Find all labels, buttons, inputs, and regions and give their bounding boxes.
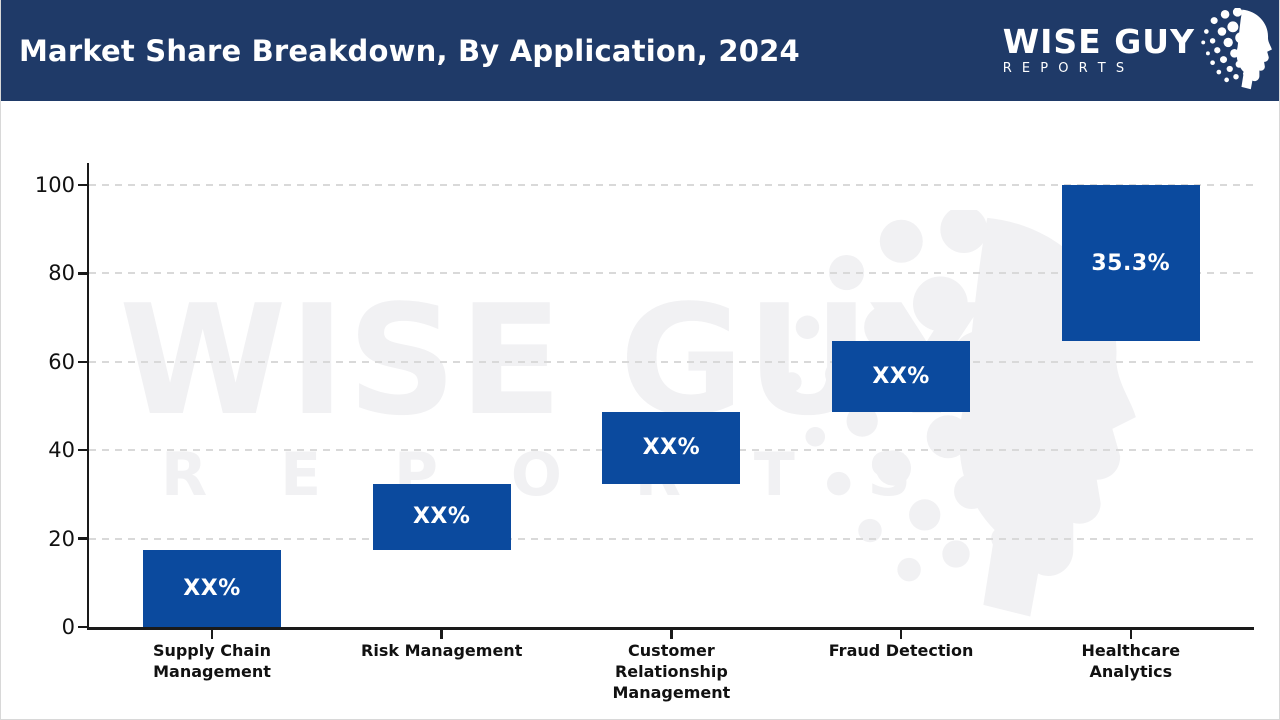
brand-subtitle: R E P O R T S: [1002, 61, 1128, 77]
x-category-label-healthcare-analytics: Healthcare Analytics: [1081, 641, 1181, 681]
y-tick-label-80: 80: [48, 261, 75, 286]
header-bar: Market Share Breakdown, By Application, …: [1, 0, 1279, 101]
x-category-label-fraud-detection: Fraud Detection: [828, 641, 974, 660]
y-tick-label-20: 20: [48, 526, 75, 551]
y-tick-label-100: 100: [34, 173, 75, 197]
bar-value-label-healthcare-analytics: 35.3%: [1091, 250, 1171, 276]
brand-text: WISE GUY R E P O R T S: [1002, 21, 1195, 77]
x-tick-fraud-detection: [899, 629, 903, 639]
x-tick-healthcare-analytics: [1129, 629, 1133, 639]
bar-customer-relationship-management: XX%: [602, 412, 741, 484]
bar-healthcare-analytics: 35.3%: [1061, 185, 1200, 342]
page-title: Market Share Breakdown, By Application, …: [19, 33, 800, 68]
y-tick-label-40: 40: [48, 438, 75, 463]
watermark-subtext: R E P O R T S: [161, 440, 937, 510]
bar-value-label-supply-chain-management: XX%: [183, 576, 241, 602]
x-axis-line: [86, 627, 1254, 630]
x-category-label-customer-relationship-management: Customer Relationship Management: [612, 641, 731, 702]
brand-logo: WISE GUY R E P O R T S: [1002, 7, 1279, 94]
y-tick-80: [78, 272, 89, 275]
bar-value-label-customer-relationship-management: XX%: [642, 435, 701, 461]
y-tick-0: [78, 625, 89, 629]
y-tick-label-60: 60: [48, 349, 75, 374]
bar-fraud-detection: XX%: [832, 341, 971, 413]
y-axis-line: [86, 163, 89, 630]
x-category-label-supply-chain-management: Supply Chain Management: [152, 641, 272, 681]
bar-risk-management: XX%: [372, 483, 511, 551]
y-tick-60: [78, 360, 89, 364]
y-tick-label-0: 0: [61, 615, 75, 639]
x-category-label-risk-management: Risk Management: [361, 641, 523, 660]
bar-supply-chain-management: XX%: [143, 550, 281, 627]
brand-name: WISE GUY: [1002, 21, 1195, 61]
y-tick-40: [78, 448, 89, 452]
gridline-20: [89, 537, 1254, 540]
y-tick-20: [78, 537, 89, 540]
gridline-60: [89, 360, 1254, 363]
brand-head-icon: [1201, 7, 1272, 89]
bar-value-label-fraud-detection: XX%: [872, 364, 930, 390]
gridline-80: [89, 272, 1254, 275]
y-tick-100: [78, 183, 89, 187]
x-tick-customer-relationship-management: [670, 629, 673, 639]
x-tick-risk-management: [440, 629, 443, 639]
x-tick-supply-chain-management: [210, 629, 214, 639]
bar-value-label-risk-management: XX%: [412, 504, 471, 530]
gridline-100: [89, 184, 1254, 186]
